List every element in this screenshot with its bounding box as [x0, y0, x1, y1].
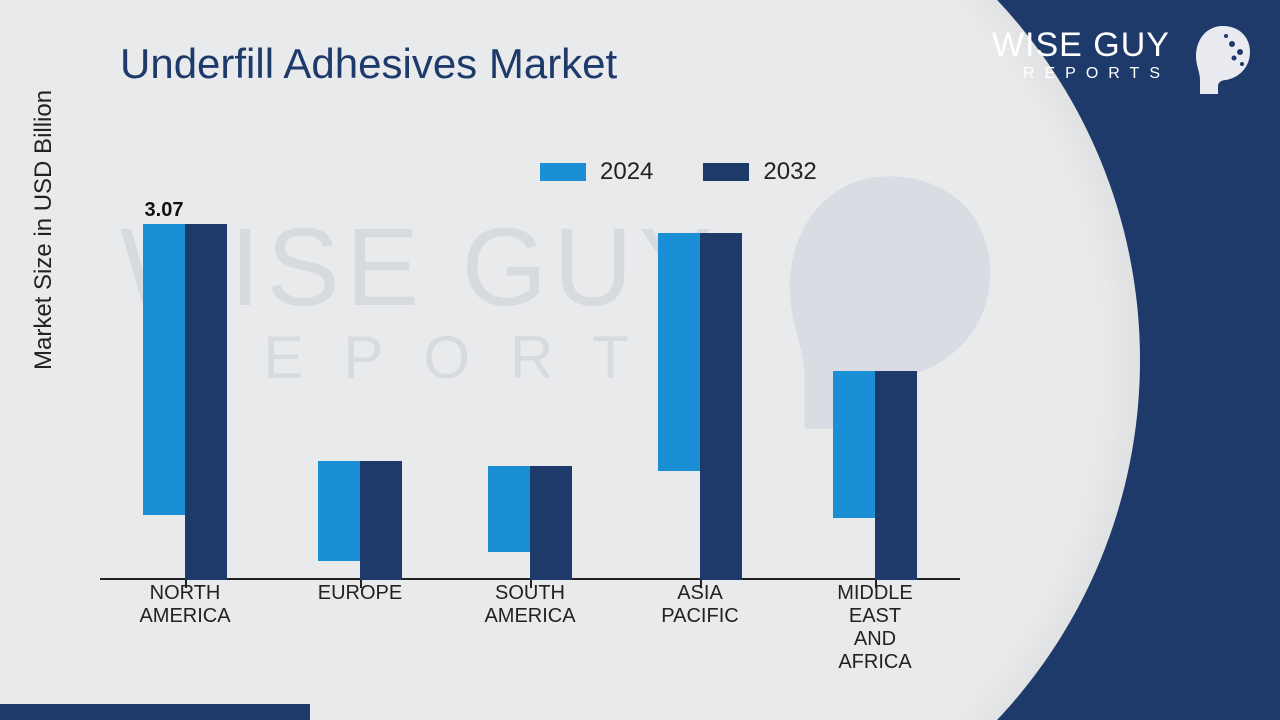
bar-2024-na: 3.07 — [143, 224, 185, 516]
brand-line1: WISE GUY — [992, 28, 1170, 64]
page: WISE GUY REPORTS Underfill Adhesives Mar… — [0, 0, 1280, 720]
bar-group-mea — [833, 371, 917, 580]
bar-2024-mea — [833, 371, 875, 518]
legend: 2024 2032 — [540, 158, 817, 186]
brand-head-icon — [1188, 22, 1258, 102]
bar-2032-mea — [875, 371, 917, 580]
bar-2032-eu — [360, 461, 402, 580]
x-label-eu: EUROPE — [290, 582, 430, 605]
bar-value-label: 3.07 — [145, 199, 184, 222]
x-label-mea: MIDDLE EAST AND AFRICA — [805, 582, 945, 674]
bar-2024-eu — [318, 461, 360, 561]
bar-group-na: 3.07 — [143, 224, 227, 580]
chart-title: Underfill Adhesives Market — [120, 40, 617, 88]
chart-plot-area: 3.07 — [100, 200, 960, 580]
legend-item-2032: 2032 — [703, 158, 816, 186]
bar-group-ap — [658, 233, 742, 580]
brand-logo: WISE GUY REPORTS — [992, 28, 1170, 82]
bar-2032-sa — [530, 466, 572, 580]
legend-swatch-2024 — [540, 163, 586, 181]
bar-group-eu — [318, 461, 402, 580]
brand-line2: REPORTS — [992, 66, 1170, 83]
x-label-ap: ASIA PACIFIC — [630, 582, 770, 628]
y-axis-label: Market Size in USD Billion — [30, 90, 58, 370]
bar-2024-sa — [488, 466, 530, 552]
x-label-na: NORTH AMERICA — [115, 582, 255, 628]
bottom-accent-bar — [0, 704, 310, 720]
bar-group-sa — [488, 466, 572, 580]
bar-2032-na — [185, 224, 227, 580]
bar-2032-ap — [700, 233, 742, 580]
x-label-sa: SOUTH AMERICA — [460, 582, 600, 628]
bar-2024-ap — [658, 233, 700, 471]
legend-label-2032: 2032 — [763, 158, 816, 186]
legend-item-2024: 2024 — [540, 158, 653, 186]
legend-label-2024: 2024 — [600, 158, 653, 186]
legend-swatch-2032 — [703, 163, 749, 181]
